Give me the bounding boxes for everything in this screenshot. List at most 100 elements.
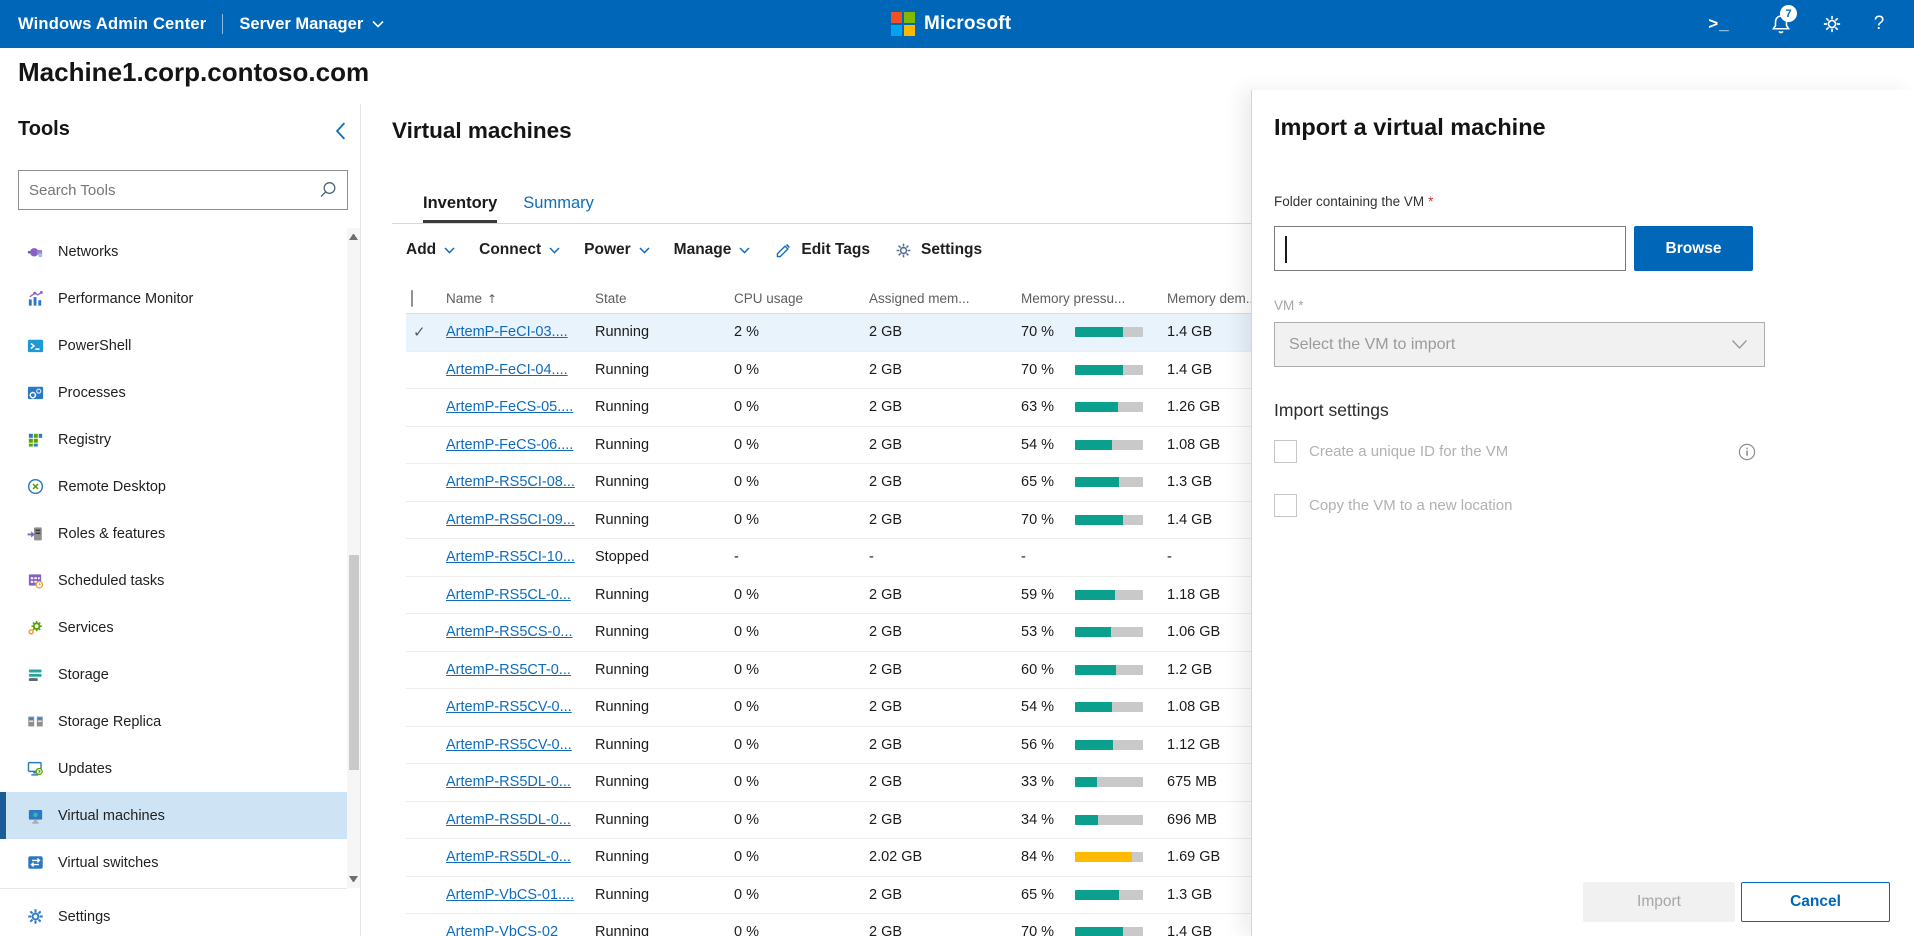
column-header-memory-pressu[interactable]: Memory pressu... xyxy=(1021,291,1126,306)
sidebar-item-label: Virtual switches xyxy=(58,854,159,871)
vm-name-link[interactable]: ArtemP-RS5CV-0... xyxy=(446,736,572,753)
sidebar-item-settings[interactable]: Settings xyxy=(0,893,347,936)
sidebar-scrollbar[interactable] xyxy=(347,228,360,888)
table-row[interactable]: ArtemP-RS5CV-0... Running 0 % 2 GB 54 % 1.08 … xyxy=(406,689,1292,727)
toolbar-button-label: Add xyxy=(406,241,437,258)
table-row[interactable]: ArtemP-RS5CT-0... Running 0 % 2 GB 60 % 1.2 G… xyxy=(406,652,1292,689)
sidebar-item-virtual-switches[interactable]: Virtual switches xyxy=(0,839,347,886)
vm-name-link[interactable]: ArtemP-RS5DL-0... xyxy=(446,811,571,828)
info-icon[interactable] xyxy=(1738,443,1756,461)
column-header-name[interactable]: Name ↑ xyxy=(446,291,498,306)
sidebar-item-label: Performance Monitor xyxy=(58,290,194,307)
sidebar-item-storage-replica[interactable]: Storage Replica xyxy=(0,698,347,745)
table-row[interactable]: ArtemP-RS5CS-0... Running 0 % 2 GB 53 % 1.06 … xyxy=(406,614,1292,652)
select-all-checkbox[interactable] xyxy=(411,290,413,307)
sidebar-item-roles-features[interactable]: Roles & features xyxy=(0,510,347,557)
vm-memory-pressure: 53 % xyxy=(1018,624,1164,640)
vm-name-link[interactable]: ArtemP-FeCS-05.... xyxy=(446,399,574,416)
sidebar-item-remote-desktop[interactable]: Remote Desktop xyxy=(0,463,347,510)
vm-memory-demand: 1.12 GB xyxy=(1167,736,1221,753)
collapse-sidebar-button[interactable] xyxy=(330,120,352,142)
vm-name-link[interactable]: ArtemP-RS5DL-0... xyxy=(446,849,571,866)
table-row[interactable]: ArtemP-RS5DL-0... Running 0 % 2.02 GB 84 % 1.… xyxy=(406,839,1292,877)
option-unique-id: Create a unique ID for the VM xyxy=(1274,440,1508,463)
settings-icon xyxy=(26,907,45,926)
table-row[interactable]: ArtemP-RS5CL-0... Running 0 % 2 GB 59 % 1.18 … xyxy=(406,577,1292,614)
table-row[interactable]: ArtemP-RS5CI-09... Running 0 % 2 GB 70 % 1.4 … xyxy=(406,502,1292,539)
scrollbar-down-arrow[interactable] xyxy=(349,876,358,882)
toolbar-power-button[interactable]: Power xyxy=(584,241,650,259)
folder-input[interactable] xyxy=(1274,226,1626,271)
sidebar-item-updates[interactable]: Updates xyxy=(0,745,347,792)
vm-cpu-usage: 0 % xyxy=(734,924,759,936)
sidebar-item-storage[interactable]: Storage xyxy=(0,651,347,698)
table-row[interactable]: ArtemP-FeCS-06.... Running 0 % 2 GB 54 % 1.08… xyxy=(406,427,1292,464)
sidebar-item-processes[interactable]: Processes xyxy=(0,369,347,416)
vm-memory-pressure: 84 % xyxy=(1018,849,1164,865)
vm-name-link[interactable]: ArtemP-RS5CT-0... xyxy=(446,661,571,678)
toolbar-manage-button[interactable]: Manage xyxy=(674,241,751,259)
toolbar-connect-button[interactable]: Connect xyxy=(479,241,560,259)
unique-id-checkbox[interactable] xyxy=(1274,440,1297,463)
scrollbar-up-arrow[interactable] xyxy=(349,234,358,240)
sidebar-item-label: Registry xyxy=(58,431,112,448)
table-row[interactable]: ArtemP-FeCI-04.... Running 0 % 2 GB 70 % 1.4 … xyxy=(406,352,1292,389)
sidebar-item-registry[interactable]: Registry xyxy=(0,416,347,463)
sidebar-item-scheduled-tasks[interactable]: Scheduled tasks xyxy=(0,557,347,604)
toolbar-add-button[interactable]: Add xyxy=(406,241,455,259)
vm-name-link[interactable]: ArtemP-VbCS-02 xyxy=(446,924,559,936)
vm-name-link[interactable]: ArtemP-FeCI-03.... xyxy=(446,324,568,341)
admin-center-settings-button[interactable] xyxy=(1813,0,1851,48)
vm-name-link[interactable]: ArtemP-RS5CI-10... xyxy=(446,549,575,566)
table-row[interactable]: ArtemP-RS5DL-0... Running 0 % 2 GB 34 % 696 M… xyxy=(406,802,1292,839)
table-row[interactable]: ArtemP-VbCS-02 Running 0 % 2 GB 70 % 1.4 GB xyxy=(406,914,1292,936)
vm-name-link[interactable]: ArtemP-RS5CV-0... xyxy=(446,699,572,716)
table-row[interactable]: ✓ ArtemP-FeCI-03.... Running 2 % 2 GB 70 % 1.4… xyxy=(406,314,1292,352)
browse-button[interactable]: Browse xyxy=(1634,226,1753,271)
tab-summary[interactable]: Summary xyxy=(523,194,594,212)
column-header-assigned-mem[interactable]: Assigned mem... xyxy=(869,291,970,306)
toolbar-button-label: Connect xyxy=(479,241,542,258)
sidebar-item-networks[interactable]: Networks xyxy=(0,228,347,275)
memory-pressure-bar xyxy=(1075,814,1143,825)
toolbar-settings-button[interactable]: Settings xyxy=(894,241,982,260)
vm-select-dropdown[interactable]: Select the VM to import xyxy=(1274,322,1765,367)
vm-name-link[interactable]: ArtemP-RS5CS-0... xyxy=(446,624,573,641)
vm-name-link[interactable]: ArtemP-RS5DL-0... xyxy=(446,774,571,791)
memory-pressure-bar xyxy=(1075,927,1143,936)
import-button[interactable]: Import xyxy=(1583,882,1735,922)
help-button[interactable]: ? xyxy=(1860,0,1898,48)
vm-name-link[interactable]: ArtemP-RS5CI-08... xyxy=(446,474,575,491)
sidebar-item-services[interactable]: Services xyxy=(0,604,347,651)
vm-name-link[interactable]: ArtemP-VbCS-01.... xyxy=(446,886,575,903)
vm-cpu-usage: 0 % xyxy=(734,849,759,866)
column-header-state[interactable]: State xyxy=(595,291,627,306)
solution-menu[interactable]: Server Manager xyxy=(239,15,384,34)
table-row[interactable]: ArtemP-VbCS-01.... Running 0 % 2 GB 65 % 1.3 … xyxy=(406,877,1292,914)
vm-cpu-usage: 0 % xyxy=(734,361,759,378)
scrollbar-thumb[interactable] xyxy=(348,555,359,770)
text-caret xyxy=(1285,236,1287,263)
vm-name-link[interactable]: ArtemP-FeCI-04.... xyxy=(446,361,568,378)
column-header-cpu-usage[interactable]: CPU usage xyxy=(734,291,804,306)
cancel-button[interactable]: Cancel xyxy=(1741,882,1890,922)
table-row[interactable]: ArtemP-RS5CV-0... Running 0 % 2 GB 56 % 1.12 … xyxy=(406,727,1292,764)
table-row[interactable]: ArtemP-FeCS-05.... Running 0 % 2 GB 63 % 1.26… xyxy=(406,389,1292,427)
search-tools-input[interactable] xyxy=(19,181,318,199)
column-header-memory-dem[interactable]: Memory dem... xyxy=(1167,291,1258,306)
sidebar-item-powershell[interactable]: PowerShell xyxy=(0,322,347,369)
table-row[interactable]: ArtemP-RS5CI-10... Stopped - - - - xyxy=(406,539,1292,577)
tab-inventory[interactable]: Inventory xyxy=(423,184,497,223)
vm-state: Running xyxy=(595,661,650,678)
table-row[interactable]: ArtemP-RS5DL-0... Running 0 % 2 GB 33 % 675 M… xyxy=(406,764,1292,802)
sidebar-item-performance-monitor[interactable]: Performance Monitor xyxy=(0,275,347,322)
copy-vm-checkbox[interactable] xyxy=(1274,494,1297,517)
vm-name-link[interactable]: ArtemP-FeCS-06.... xyxy=(446,436,574,453)
vm-name-link[interactable]: ArtemP-RS5CL-0... xyxy=(446,586,571,603)
toolbar-edit-tags-button[interactable]: Edit Tags xyxy=(774,241,870,260)
vm-name-link[interactable]: ArtemP-RS5CI-09... xyxy=(446,511,575,528)
table-row[interactable]: ArtemP-RS5CI-08... Running 0 % 2 GB 65 % 1.3 … xyxy=(406,464,1292,502)
sidebar-item-virtual-machines[interactable]: Virtual machines xyxy=(0,792,347,839)
powershell-terminal-button[interactable]: >_ xyxy=(1700,0,1738,48)
virtual-machines-icon xyxy=(26,806,45,825)
